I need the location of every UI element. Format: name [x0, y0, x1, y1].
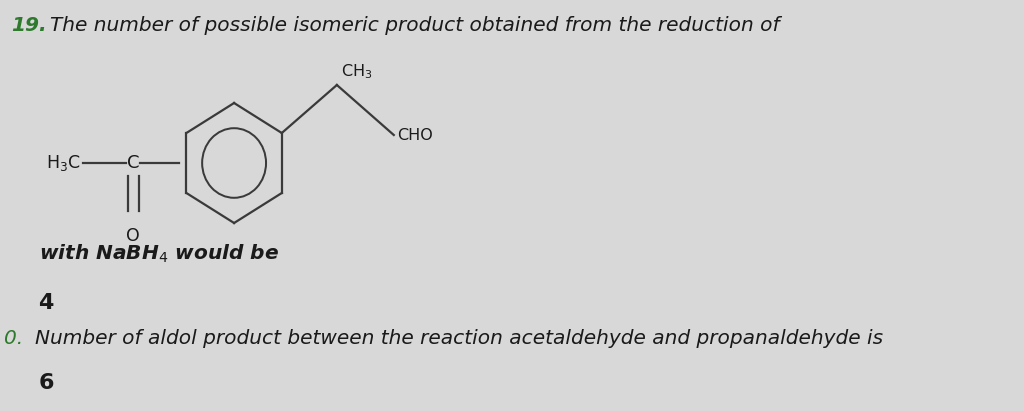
Text: Number of aldol product between the reaction acetaldehyde and propanaldehyde is: Number of aldol product between the reac… [35, 329, 883, 348]
Text: 6: 6 [39, 373, 54, 393]
Text: CHO: CHO [397, 127, 433, 143]
Text: C: C [127, 154, 139, 172]
Text: H$_3$C: H$_3$C [46, 153, 81, 173]
Text: 0.: 0. [4, 329, 23, 348]
Text: 4: 4 [39, 293, 54, 313]
Text: with NaBH$_4$ would be: with NaBH$_4$ would be [39, 243, 279, 265]
Text: 19.: 19. [11, 16, 47, 35]
Text: CH$_3$: CH$_3$ [341, 62, 372, 81]
Text: O: O [126, 227, 140, 245]
Text: The number of possible isomeric product obtained from the reduction of: The number of possible isomeric product … [50, 16, 780, 35]
